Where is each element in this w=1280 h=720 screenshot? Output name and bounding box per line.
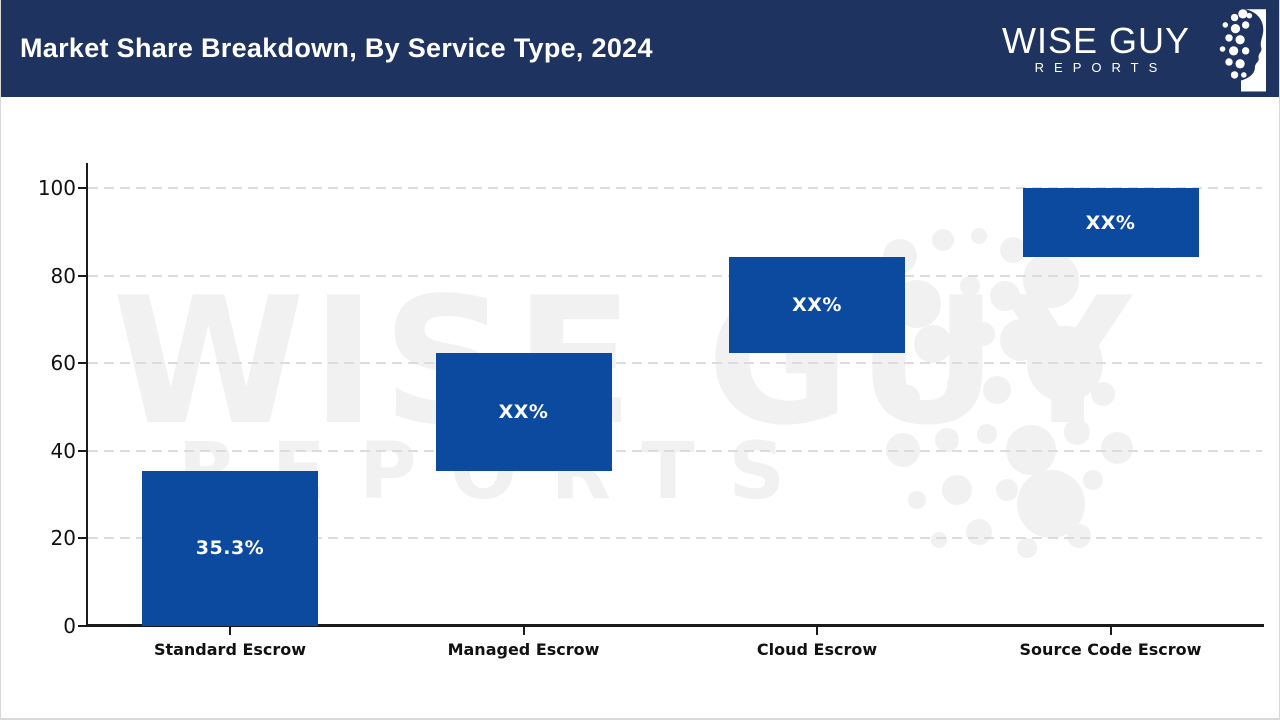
x-axis-category-label: Standard Escrow: [153, 640, 307, 659]
x-tick-mark: [522, 627, 525, 635]
x-axis-category-label: Cloud Escrow: [756, 640, 878, 659]
gridline-60: [88, 362, 1262, 364]
x-tick-mark: [229, 627, 231, 635]
page-title: Market Share Breakdown, By Service Type,…: [20, 33, 653, 63]
logo-head-icon: [1219, 8, 1266, 92]
y-tick-mark: [78, 274, 86, 277]
y-tick-mark: [78, 187, 86, 189]
bar-value-label: XX%: [1085, 211, 1136, 234]
gridline-80: [88, 274, 1262, 277]
gridline-40: [88, 449, 1262, 452]
header-banner: Market Share Breakdown, By Service Type,…: [0, 0, 1280, 97]
y-tick-mark: [78, 624, 86, 627]
y-axis-line: [86, 163, 88, 627]
gridline-100: [88, 187, 1262, 189]
bar-value-label: XX%: [498, 401, 549, 424]
logo-wordmark: WISE GUY: [1001, 19, 1190, 61]
y-tick-label: 80: [50, 263, 76, 288]
bar-segment: XX%: [435, 353, 612, 472]
wise-guy-reports-logo: WISE GUY REPORTS: [1002, 5, 1280, 93]
bar-segment: XX%: [1022, 188, 1199, 258]
y-tick-label: 100: [37, 176, 76, 200]
bar-segment: XX%: [729, 257, 905, 354]
x-axis-category-label: Source Code Escrow: [1019, 640, 1202, 659]
bar-value-label: XX%: [792, 294, 842, 317]
gridline-20: [88, 537, 1262, 539]
y-tick-mark: [78, 449, 86, 452]
y-tick-label: 60: [50, 351, 76, 375]
x-tick-mark: [816, 627, 818, 635]
y-tick-mark: [78, 537, 86, 539]
y-tick-mark: [78, 362, 86, 364]
bar-value-label: 35.3%: [195, 537, 265, 560]
x-axis-category-label: Managed Escrow: [447, 640, 600, 659]
x-tick-mark: [1109, 627, 1112, 635]
bar-segment: 35.3%: [142, 471, 318, 626]
y-tick-label: 40: [50, 438, 76, 463]
y-tick-label: 20: [50, 526, 76, 550]
x-axis-line: [86, 624, 1264, 627]
y-tick-label: 0: [63, 613, 76, 638]
logo-subtext: REPORTS: [1034, 59, 1168, 75]
